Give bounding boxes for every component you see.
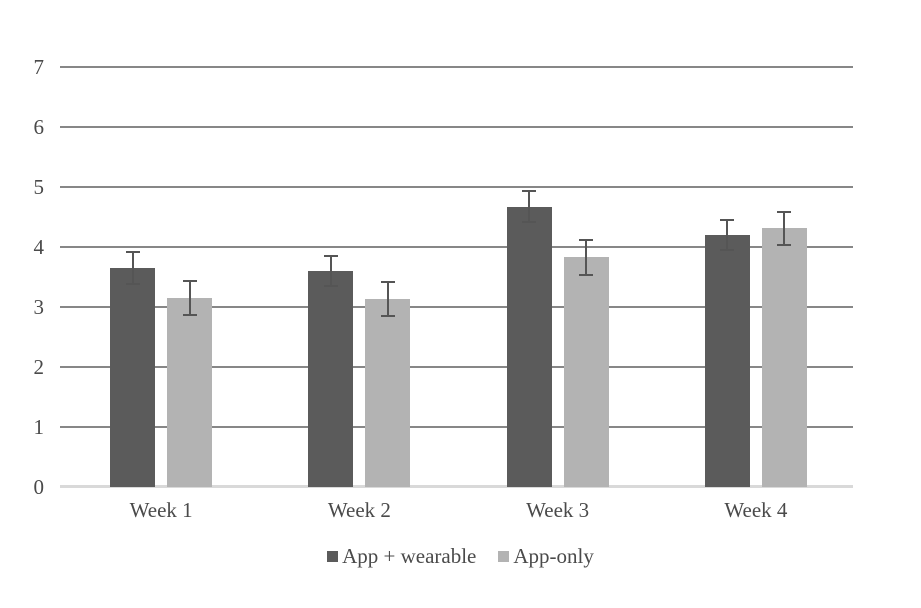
legend-swatch-app-only (498, 550, 510, 562)
error-bar-app-only-week-3 (585, 239, 588, 275)
error-bar-app-only-week-2 (386, 282, 389, 316)
bar-app-wearable-week-1 (110, 268, 156, 487)
legend-item-app-only: App-only (498, 543, 594, 569)
error-bar-app-only-week-4-cap-top (777, 210, 792, 213)
error-bar-app-wearable-week-1-cap-bottom (125, 283, 140, 286)
error-bar-app-only-week-1-cap-top (182, 280, 197, 283)
error-bar-app-only-week-2-cap-top (380, 281, 395, 284)
error-bar-app-wearable-week-4-cap-top (720, 219, 735, 221)
error-bar-app-wearable-week-2-cap-bottom (323, 285, 338, 287)
gridline-3 (60, 306, 853, 308)
error-bar-app-only-week-3-cap-top (579, 238, 594, 241)
gridline-6 (60, 126, 853, 128)
x-tick-label-week-2: Week 2 (327, 498, 391, 522)
legend-item-app-wearable: App + wearable (327, 543, 476, 569)
y-tick-label-1: 1 (33, 415, 45, 439)
gridline-7 (60, 66, 853, 68)
error-bar-app-only-week-4 (783, 211, 786, 246)
error-bar-app-wearable-week-3-cap-top (522, 190, 537, 193)
bar-app-only-week-4 (761, 228, 807, 487)
y-tick-label-7: 7 (33, 55, 45, 79)
y-tick-label-5: 5 (33, 175, 45, 199)
error-bar-app-wearable-week-2-cap-top (323, 255, 338, 257)
error-bar-app-only-week-3-cap-bottom (579, 273, 594, 276)
bar-app-wearable-week-3 (506, 206, 552, 487)
error-bar-app-wearable-week-3 (528, 191, 531, 223)
bar-app-only-week-2 (365, 299, 411, 487)
error-bar-app-wearable-week-3-cap-bottom (522, 221, 537, 224)
error-bar-app-wearable-week-1-cap-top (125, 250, 140, 253)
y-tick-label-4: 4 (33, 235, 45, 259)
x-tick-label-week-4: Week 4 (724, 498, 788, 522)
error-bar-app-only-week-1 (188, 281, 191, 315)
legend: App + wearable App-only (0, 543, 921, 569)
legend-swatch-app-wearable (327, 550, 339, 562)
gridline-1 (60, 426, 853, 428)
y-tick-label-2: 2 (33, 355, 45, 379)
y-tick-label-3: 3 (33, 295, 45, 319)
y-tick-label-0: 0 (33, 475, 45, 499)
error-bar-app-only-week-2-cap-bottom (380, 315, 395, 317)
gridline-2 (60, 366, 853, 368)
x-axis-baseline (60, 485, 853, 488)
plot-area (60, 66, 853, 488)
error-bar-app-wearable-week-4-cap-bottom (720, 249, 735, 251)
gridline-4 (60, 246, 853, 248)
bar-app-wearable-week-4 (704, 235, 750, 487)
error-bar-app-only-week-4-cap-bottom (777, 244, 792, 247)
legend-label-app-only: App-only (513, 543, 594, 568)
bar-app-wearable-week-2 (308, 271, 354, 487)
error-bar-app-wearable-week-4 (726, 220, 729, 250)
error-bar-app-only-week-1-cap-bottom (182, 313, 197, 316)
error-bar-app-wearable-week-2 (329, 256, 332, 286)
error-bar-app-wearable-week-1 (131, 251, 134, 285)
bar-app-only-week-3 (563, 257, 609, 487)
gridline-5 (60, 186, 853, 188)
legend-label-app-wearable: App + wearable (342, 543, 477, 568)
x-tick-label-week-3: Week 3 (526, 498, 590, 522)
x-tick-label-week-1: Week 1 (129, 498, 193, 522)
bar-app-only-week-1 (167, 298, 213, 487)
y-tick-label-6: 6 (33, 115, 45, 139)
